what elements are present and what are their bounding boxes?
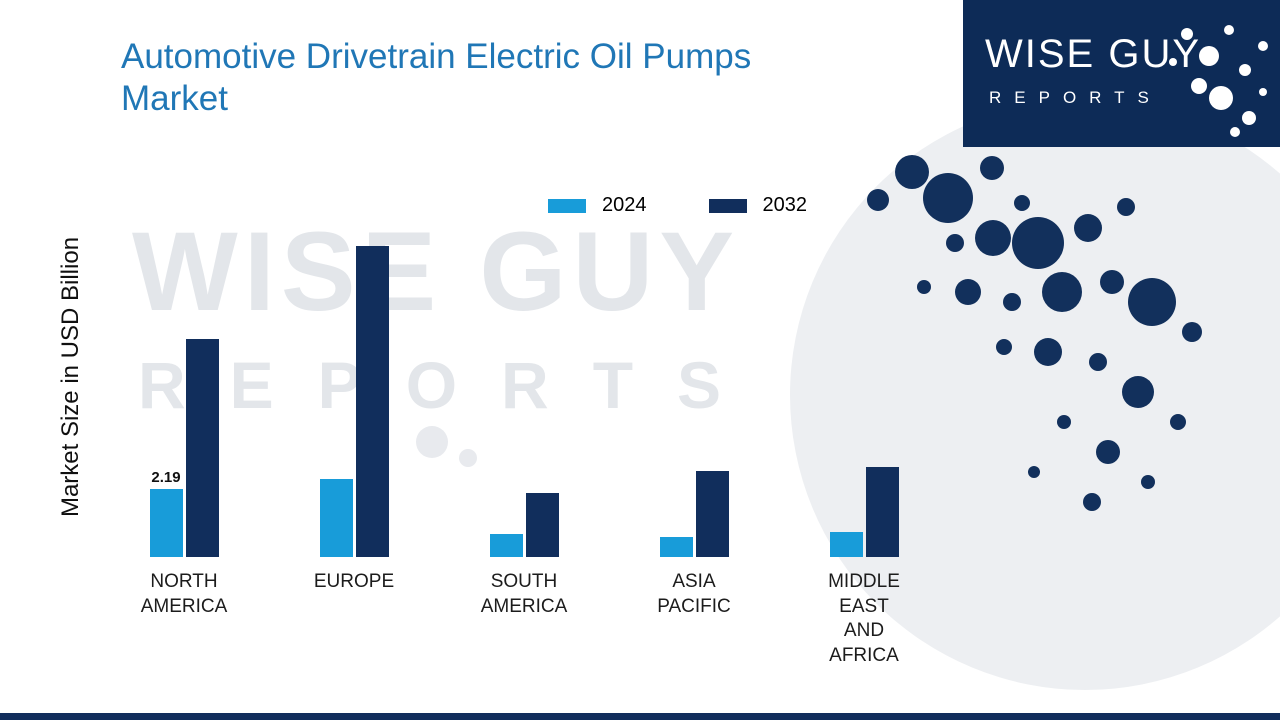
logo-title: WISE GUY [985,32,1202,76]
category-label: EUROPE [313,571,395,592]
bar-2032-europe [355,246,389,557]
bar-wrap [185,230,219,557]
bar-2024-middle-east-and-africa [829,532,863,557]
bar-2032-middle-east-and-africa [865,467,899,557]
bar-wrap [865,230,899,557]
bar-2032-south-america [525,493,559,557]
y-axis-label: Market Size in USD Billion [57,236,84,518]
chart-legend: 2024 2032 [548,194,807,217]
bar-2032-asia-pacific [695,471,729,557]
bar-group-south-america: SOUTH AMERICA [458,230,590,669]
watermark-line2: REPORTS [138,348,766,422]
bar-2024-south-america [489,534,523,557]
bar-group-asia-pacific: ASIA PACIFIC [628,230,760,669]
category-label: SOUTH AMERICA [480,571,568,617]
page-title: Automotive Drivetrain Electric Oil Pumps… [121,37,752,118]
category-label: MIDDLE EAST AND AFRICA [828,571,900,667]
bar-2024-europe [319,479,353,557]
bar-pair [489,230,559,557]
legend-item-2032: 2032 [708,194,808,217]
watermark-line1: WISE GUY [132,209,741,334]
logo-face-dots-icon [1169,25,1268,137]
bar-value-label: 2.19 [151,469,181,486]
bar-wrap [355,230,389,557]
bar-group-europe: EUROPE [288,230,420,669]
bar-2024-north-america [149,489,183,557]
bar-wrap: 2.19 [149,230,183,557]
category-label: ASIA PACIFIC [657,571,731,617]
watermark: WISE GUY REPORTS [132,209,766,422]
bar-wrap [659,230,693,557]
bar-pair [659,230,729,557]
bar-wrap [489,230,523,557]
bar-2024-asia-pacific [659,537,693,557]
bar-wrap [319,230,353,557]
bar-pair [829,230,899,557]
bar-wrap [829,230,863,557]
legend-swatch-2032 [708,198,747,213]
category-label: NORTH AMERICA [140,571,228,617]
footer-bar [0,713,1280,720]
bar-wrap [525,230,559,557]
bar-pair [319,230,389,557]
bar-2032-north-america [185,339,219,557]
bar-group-north-america: 2.19 NORTH AMERICA [118,230,250,669]
legend-swatch-2024 [548,198,586,213]
wiseguy-logo: WISE GUY REPORTS [963,0,1280,147]
bar-group-middle-east-and-africa: MIDDLE EAST AND AFRICA [798,230,930,669]
bar-groups: 2.19 NORTH AMERICA EUROPE SOUTH AMERICA ASIA… [118,230,930,669]
bar-wrap [695,230,729,557]
bar-pair: 2.19 [149,230,219,557]
legend-label-2024: 2024 [602,194,647,216]
legend-item-2024: 2024 [548,194,647,217]
legend-label-2032: 2032 [762,194,808,216]
